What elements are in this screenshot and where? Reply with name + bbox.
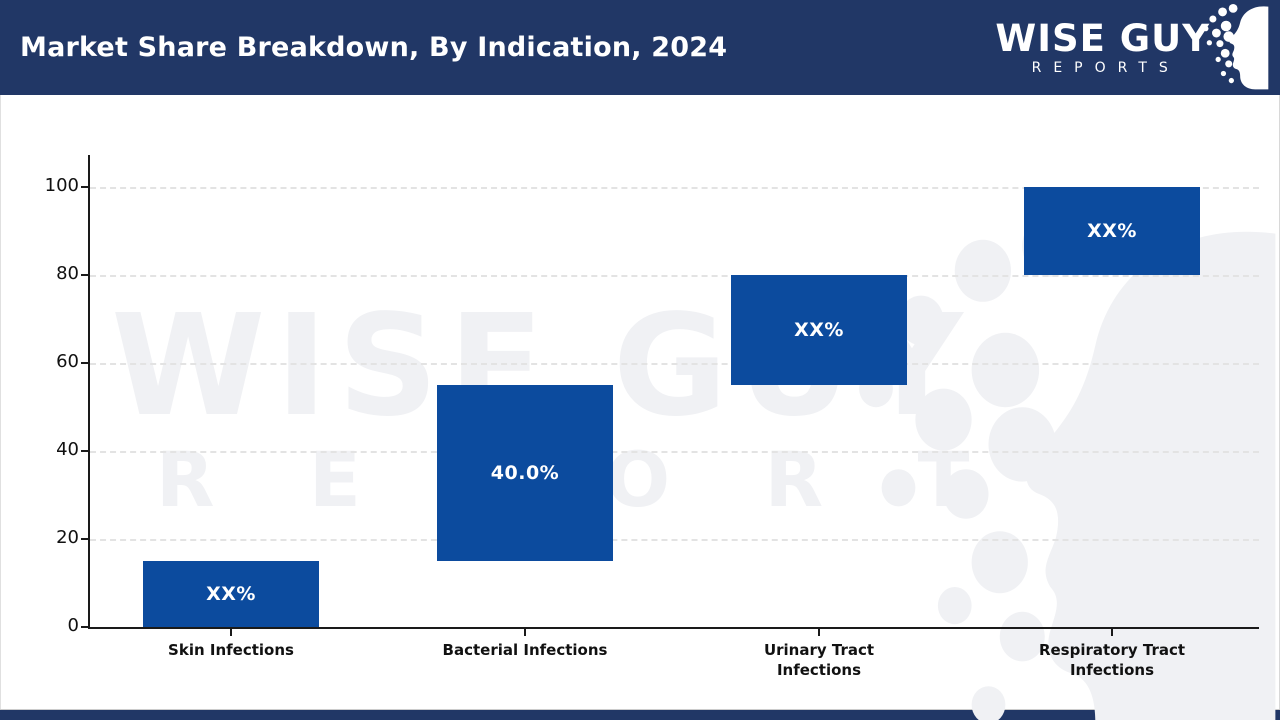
gridline-60 bbox=[90, 363, 1259, 365]
x-tick-mark-2 bbox=[818, 629, 820, 636]
y-tick-mark-20 bbox=[81, 538, 88, 540]
gridline-80 bbox=[90, 275, 1259, 277]
dot-head-profile-icon bbox=[1203, 3, 1269, 89]
bar-0: XX% bbox=[143, 561, 319, 627]
y-tick-label-100: 100 bbox=[44, 175, 79, 196]
y-tick-label-80: 80 bbox=[56, 263, 79, 284]
y-tick-mark-0 bbox=[81, 626, 88, 628]
wise-guy-reports-logo: WISE GUY REPORTS bbox=[995, 3, 1280, 92]
bar-value-label: XX% bbox=[206, 583, 256, 605]
y-tick-mark-100 bbox=[81, 186, 88, 188]
x-tick-mark-1 bbox=[524, 629, 526, 636]
gridline-100 bbox=[90, 187, 1259, 189]
footer-divider bbox=[0, 709, 1280, 710]
footer-bar bbox=[0, 710, 1280, 720]
y-tick-mark-80 bbox=[81, 274, 88, 276]
bar-value-label: XX% bbox=[1087, 220, 1137, 242]
bar-value-label: 40.0% bbox=[490, 462, 560, 484]
bar-3: XX% bbox=[1024, 187, 1200, 275]
y-tick-label-20: 20 bbox=[56, 527, 79, 548]
x-tick-mark-3 bbox=[1111, 629, 1113, 636]
x-axis-line bbox=[88, 627, 1259, 629]
x-category-label-2: Urinary Tract Infections bbox=[763, 641, 875, 680]
x-tick-mark-0 bbox=[230, 629, 232, 636]
y-tick-mark-40 bbox=[81, 450, 88, 452]
bar-1: 40.0% bbox=[437, 385, 613, 561]
y-tick-mark-60 bbox=[81, 362, 88, 364]
logo-wordmark: WISE GUY bbox=[995, 17, 1210, 60]
logo-text: WISE GUY REPORTS bbox=[995, 20, 1210, 75]
bar-value-label: XX% bbox=[794, 319, 844, 341]
y-tick-label-40: 40 bbox=[56, 439, 79, 460]
x-category-label-3: Respiratory Tract Infections bbox=[1038, 641, 1186, 680]
x-category-label-1: Bacterial Infections bbox=[442, 641, 608, 659]
gridline-40 bbox=[90, 451, 1259, 453]
header-bar: Market Share Breakdown, By Indication, 2… bbox=[0, 0, 1280, 95]
x-category-label-0: Skin Infections bbox=[168, 641, 294, 659]
chart-card: WISE GUY R E P O R T S 0 20 40 60 80 100 XX% Sk… bbox=[0, 95, 1280, 720]
logo-subtitle: REPORTS bbox=[1031, 60, 1180, 76]
gridline-20 bbox=[90, 539, 1259, 541]
page-title: Market Share Breakdown, By Indication, 2… bbox=[20, 32, 728, 63]
bar-2: XX% bbox=[731, 275, 907, 385]
market-share-chart: 0 20 40 60 80 100 XX% Skin Infections 40.0% Bacte… bbox=[1, 95, 1280, 710]
y-axis-line bbox=[88, 155, 90, 629]
y-tick-label-0: 0 bbox=[67, 615, 79, 636]
y-tick-label-60: 60 bbox=[56, 351, 79, 372]
